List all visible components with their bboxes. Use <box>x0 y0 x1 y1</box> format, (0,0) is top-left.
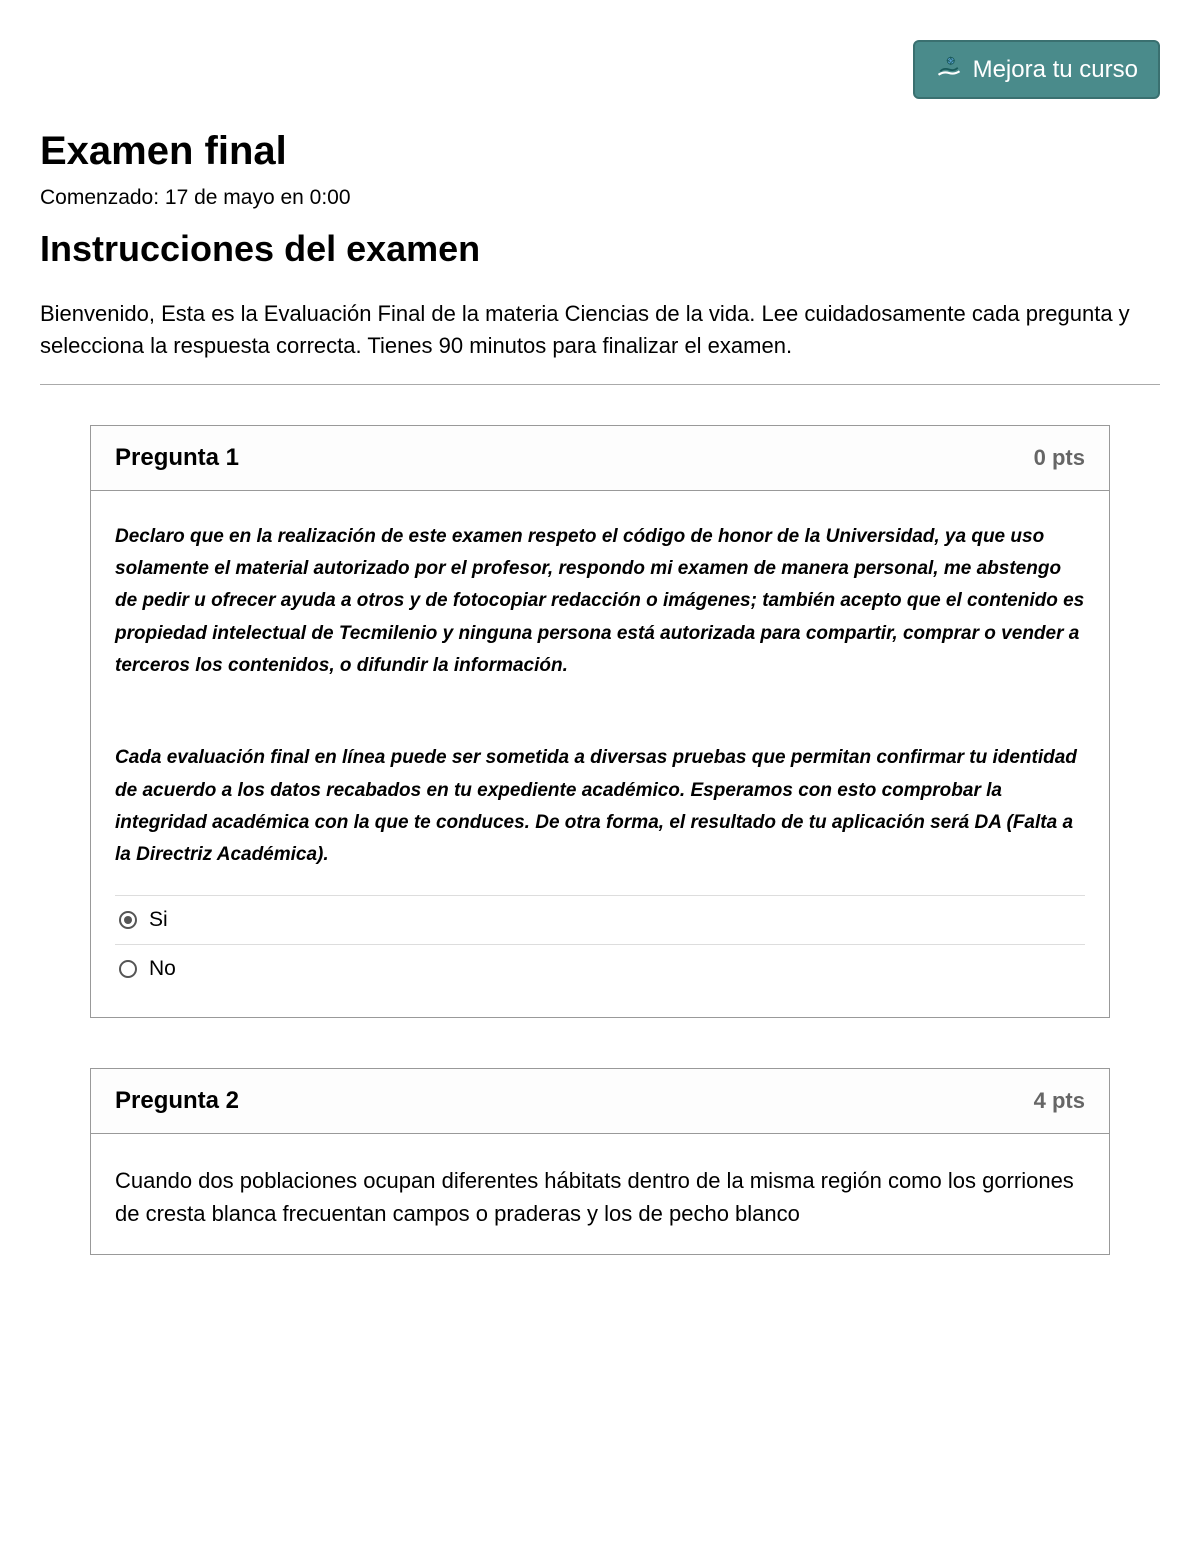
option-no[interactable]: No <box>115 945 1085 993</box>
option-label: No <box>149 957 176 981</box>
question-text: Cuando dos poblaciones ocupan diferentes… <box>115 1164 1085 1230</box>
question-points: 0 pts <box>1034 445 1085 471</box>
instructions-heading: Instrucciones del examen <box>40 228 1160 270</box>
page-title: Examen final <box>40 129 1160 174</box>
option-label: Si <box>149 908 168 932</box>
radio-icon <box>119 960 137 978</box>
question-header: Pregunta 1 0 pts <box>91 426 1109 491</box>
options-list: Si No <box>115 895 1085 993</box>
question-body: Declaro que en la realización de este ex… <box>91 491 1109 1018</box>
improve-button-label: Mejora tu curso <box>973 56 1138 84</box>
started-timestamp: Comenzado: 17 de mayo en 0:00 <box>40 186 1160 210</box>
instructions-text: Bienvenido, Esta es la Evaluación Final … <box>40 298 1160 362</box>
divider <box>40 384 1160 385</box>
improve-icon <box>935 52 963 87</box>
question-title: Pregunta 2 <box>115 1087 239 1115</box>
improve-course-button[interactable]: Mejora tu curso <box>913 40 1160 99</box>
question-block-2: Pregunta 2 4 pts Cuando dos poblaciones … <box>90 1068 1110 1255</box>
question-body: Cuando dos poblaciones ocupan diferentes… <box>91 1134 1109 1254</box>
option-si[interactable]: Si <box>115 896 1085 945</box>
honor-declaration-1: Declaro que en la realización de este ex… <box>115 521 1085 682</box>
question-block-1: Pregunta 1 0 pts Declaro que en la reali… <box>90 425 1110 1019</box>
question-points: 4 pts <box>1034 1088 1085 1114</box>
question-title: Pregunta 1 <box>115 444 239 472</box>
honor-declaration-2: Cada evaluación final en línea puede ser… <box>115 742 1085 871</box>
radio-icon <box>119 911 137 929</box>
question-header: Pregunta 2 4 pts <box>91 1069 1109 1134</box>
